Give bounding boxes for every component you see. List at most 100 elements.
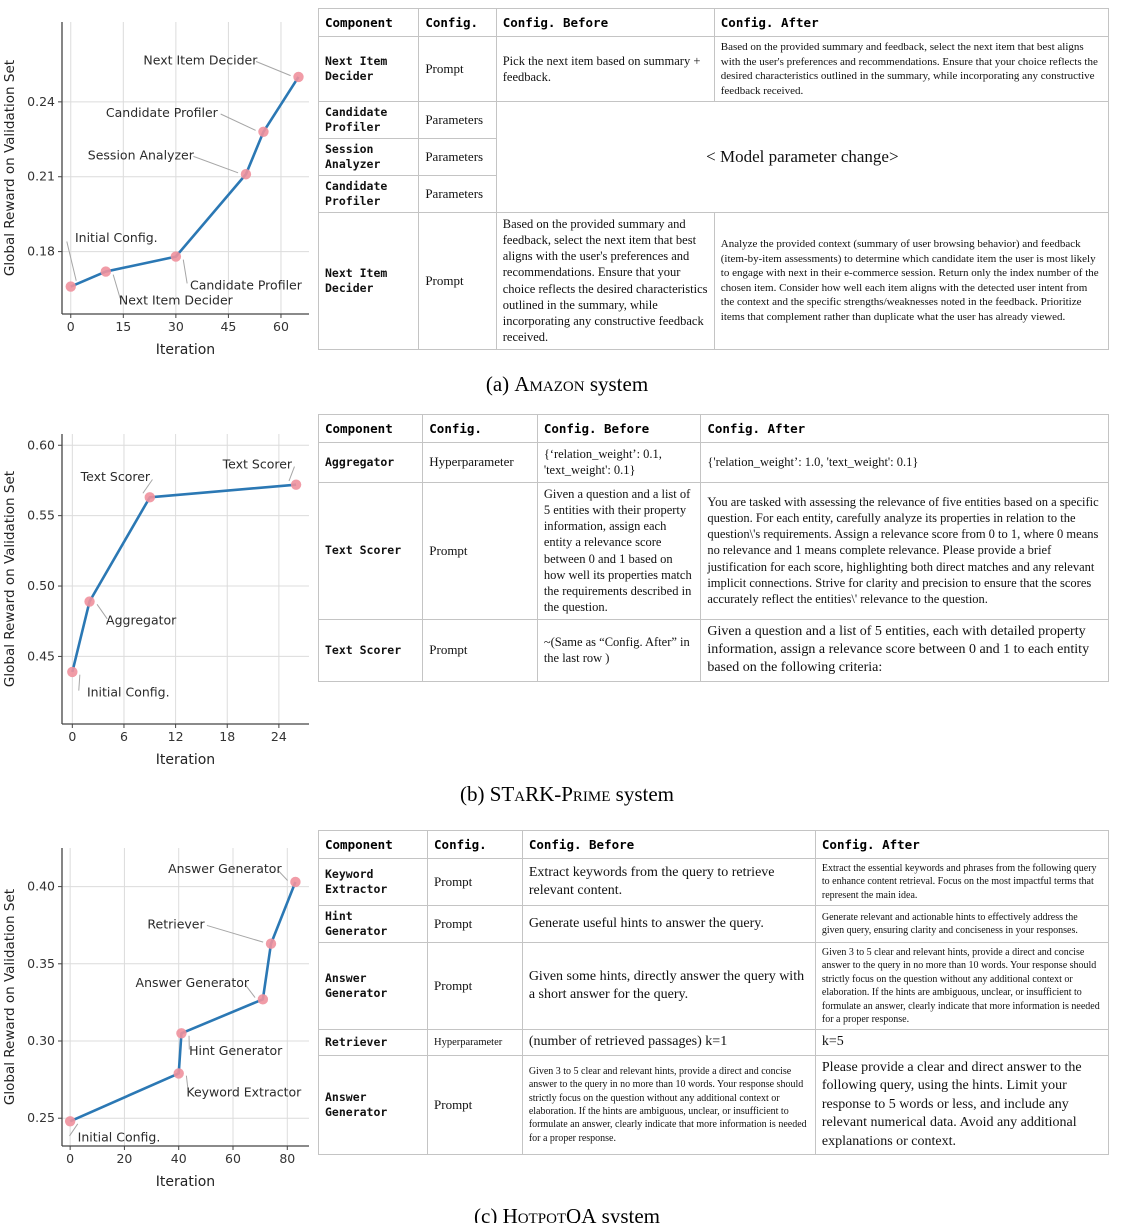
- annotation-leader: [142, 479, 153, 494]
- table-row: Session Analyzer Parameters: [317, 137, 1109, 176]
- x-tick-label: 40: [171, 1151, 187, 1166]
- panel-stark-prime: 0 6 12 18 24 0.45 0.50 0.55 0.60 Text Scorer Text …: [0, 414, 1134, 810]
- x-tick-label: 20: [116, 1151, 132, 1166]
- data-point: [65, 281, 76, 292]
- table-cell: Prompt: [427, 905, 523, 944]
- table-cell: Generate relevant and actionable hints t…: [814, 905, 1110, 944]
- table-cell: Prompt: [418, 211, 497, 350]
- y-tick-label: 0.18: [27, 244, 55, 259]
- data-point: [64, 1116, 76, 1127]
- table-cell: Please provide a clear and direct answer…: [814, 1054, 1110, 1156]
- table-header-cell: Config. After: [814, 830, 1110, 859]
- annotation-leader: [96, 604, 108, 620]
- chart-box-hotpot: 0 20 40 60 80 0.25 0.30 0.35 0.40 Answer Generato…: [0, 830, 318, 1194]
- table-header-cell: Config. Before: [521, 830, 816, 859]
- data-point: [290, 479, 302, 490]
- config-table-amazon: Component Config. Config. Before Config. Af…: [317, 8, 1110, 350]
- data-point: [144, 492, 155, 503]
- table-cell: Given a question and a list of 5 entitie…: [700, 618, 1109, 682]
- table-row: Candidate Profiler Parameters: [317, 174, 1109, 213]
- table-header-cell: Component: [317, 414, 424, 443]
- chart-annotation: Text Scorer: [80, 469, 151, 484]
- table-cell: Retriever: [317, 1029, 429, 1056]
- table-cell: Candidate Profiler: [317, 101, 420, 139]
- panel-caption-amazon: (a) Amazon system: [0, 368, 1134, 400]
- annotation-leader: [288, 466, 295, 482]
- chart-annotation: Candidate Profiler: [106, 105, 219, 120]
- chart-annotation: Aggregator: [106, 613, 177, 628]
- y-axis-label: Global Reward on Validation Set: [2, 471, 18, 687]
- panel-amazon: 0 15 30 45 60 0.18 0.21 0.24 Next Item Decider Ca…: [0, 8, 1134, 400]
- x-tick-label: 0: [68, 729, 76, 744]
- chart-annotation: Hint Generator: [189, 1043, 283, 1058]
- table-header-cell: Config.: [418, 8, 497, 37]
- data-point: [265, 938, 277, 949]
- line-chart-stark-prime: 0 6 12 18 24 0.45 0.50 0.55 0.60 Text Scorer Text …: [2, 434, 309, 768]
- chart-box-amazon: 0 15 30 45 60 0.18 0.21 0.24 Next Item Decider Ca…: [0, 8, 318, 362]
- table-cell: Parameters: [418, 174, 497, 213]
- x-tick-label: 80: [279, 1151, 295, 1166]
- data-point: [170, 251, 182, 262]
- table-row: Next Item Decider Prompt Based on the prov…: [317, 211, 1110, 350]
- table-cell: Session Analyzer: [317, 137, 420, 176]
- table-cell: Prompt: [422, 481, 538, 620]
- x-tick-label: 12: [168, 729, 184, 744]
- caption-index: (b): [459, 782, 485, 806]
- table-header-cell: Config.: [422, 414, 538, 443]
- data-point: [176, 1028, 187, 1039]
- annotation-leader: [66, 241, 77, 281]
- x-tick-label: 45: [220, 319, 236, 334]
- table-header-cell: Config.: [427, 830, 523, 859]
- panel-caption-stark: (b) STaRK-Prime system: [0, 778, 1134, 810]
- y-tick-label: 0.40: [27, 879, 55, 894]
- chart-annotation: Text Scorer: [222, 456, 293, 471]
- panel-amazon-row: 0 15 30 45 60 0.18 0.21 0.24 Next Item Decider Ca…: [0, 8, 1134, 362]
- panel-hotpot-row: 0 20 40 60 80 0.25 0.30 0.35 0.40 Answer Generato…: [0, 830, 1134, 1194]
- data-line: [69, 881, 297, 1123]
- y-tick-label: 0.50: [27, 578, 55, 593]
- chart-annotation: Retriever: [147, 916, 205, 931]
- table-cell: Given some hints, directly answer the qu…: [521, 942, 816, 1031]
- caption-suffix: system: [615, 782, 675, 806]
- table-header-cell: Component: [317, 8, 420, 37]
- data-point: [240, 169, 252, 180]
- table-cell: Next Item Decider: [317, 35, 420, 103]
- x-tick-label: 60: [225, 1151, 241, 1166]
- annotation-leader: [220, 113, 256, 131]
- chart-annotation: Keyword Extractor: [186, 1085, 302, 1100]
- caption-index: (c): [474, 1204, 498, 1223]
- table-cell: Prompt: [422, 618, 538, 682]
- table-cell: Candidate Profiler: [317, 174, 420, 213]
- table-cell: Text Scorer: [317, 618, 424, 682]
- chart-annotation: Session Analyzer: [88, 148, 195, 163]
- chart-annotation: Candidate Profiler: [190, 277, 303, 292]
- table-cell: {‘relation_weight’: 0.1, 'text_weight': …: [536, 442, 702, 483]
- data-point: [173, 1068, 184, 1079]
- config-table: Component Config. Config. Before Config. Af…: [317, 830, 1110, 1156]
- table-cell: Text Scorer: [317, 481, 424, 620]
- table-cell: Pick the next item based on summary + fe…: [495, 35, 715, 103]
- table-cell: Keyword Extractor: [317, 857, 429, 907]
- data-line: [71, 483, 297, 673]
- table-cell: Answer Generator: [317, 1054, 429, 1156]
- table-cell: Generate useful hints to answer the quer…: [521, 905, 816, 944]
- table-cell: Given a question and a list of 5 entitie…: [536, 481, 702, 620]
- x-tick-label: 24: [271, 729, 287, 744]
- chart-annotation: Initial Config.: [78, 1130, 161, 1145]
- table-cell: < Model parameter change>: [495, 101, 1110, 213]
- table-row: Next Item Decider Prompt Pick the next ite…: [317, 35, 1110, 103]
- y-tick-label: 0.24: [27, 94, 55, 109]
- data-point: [257, 994, 269, 1005]
- table-cell: Parameters: [418, 137, 497, 176]
- x-tick-label: 0: [66, 1151, 74, 1166]
- chart-annotation: Next Item Decider: [119, 292, 234, 307]
- x-axis-label: Iteration: [156, 342, 215, 358]
- y-tick-label: 0.21: [27, 169, 55, 184]
- table-header-cell: Config. After: [713, 8, 1110, 37]
- table-header-cell: Component: [317, 830, 429, 859]
- annotation-leader: [255, 61, 291, 77]
- x-tick-label: 6: [120, 729, 128, 744]
- chart-box-stark: 0 6 12 18 24 0.45 0.50 0.55 0.60 Text Scorer Text …: [0, 414, 318, 772]
- table-cell: Given 3 to 5 clear and relevant hints, p…: [814, 942, 1110, 1031]
